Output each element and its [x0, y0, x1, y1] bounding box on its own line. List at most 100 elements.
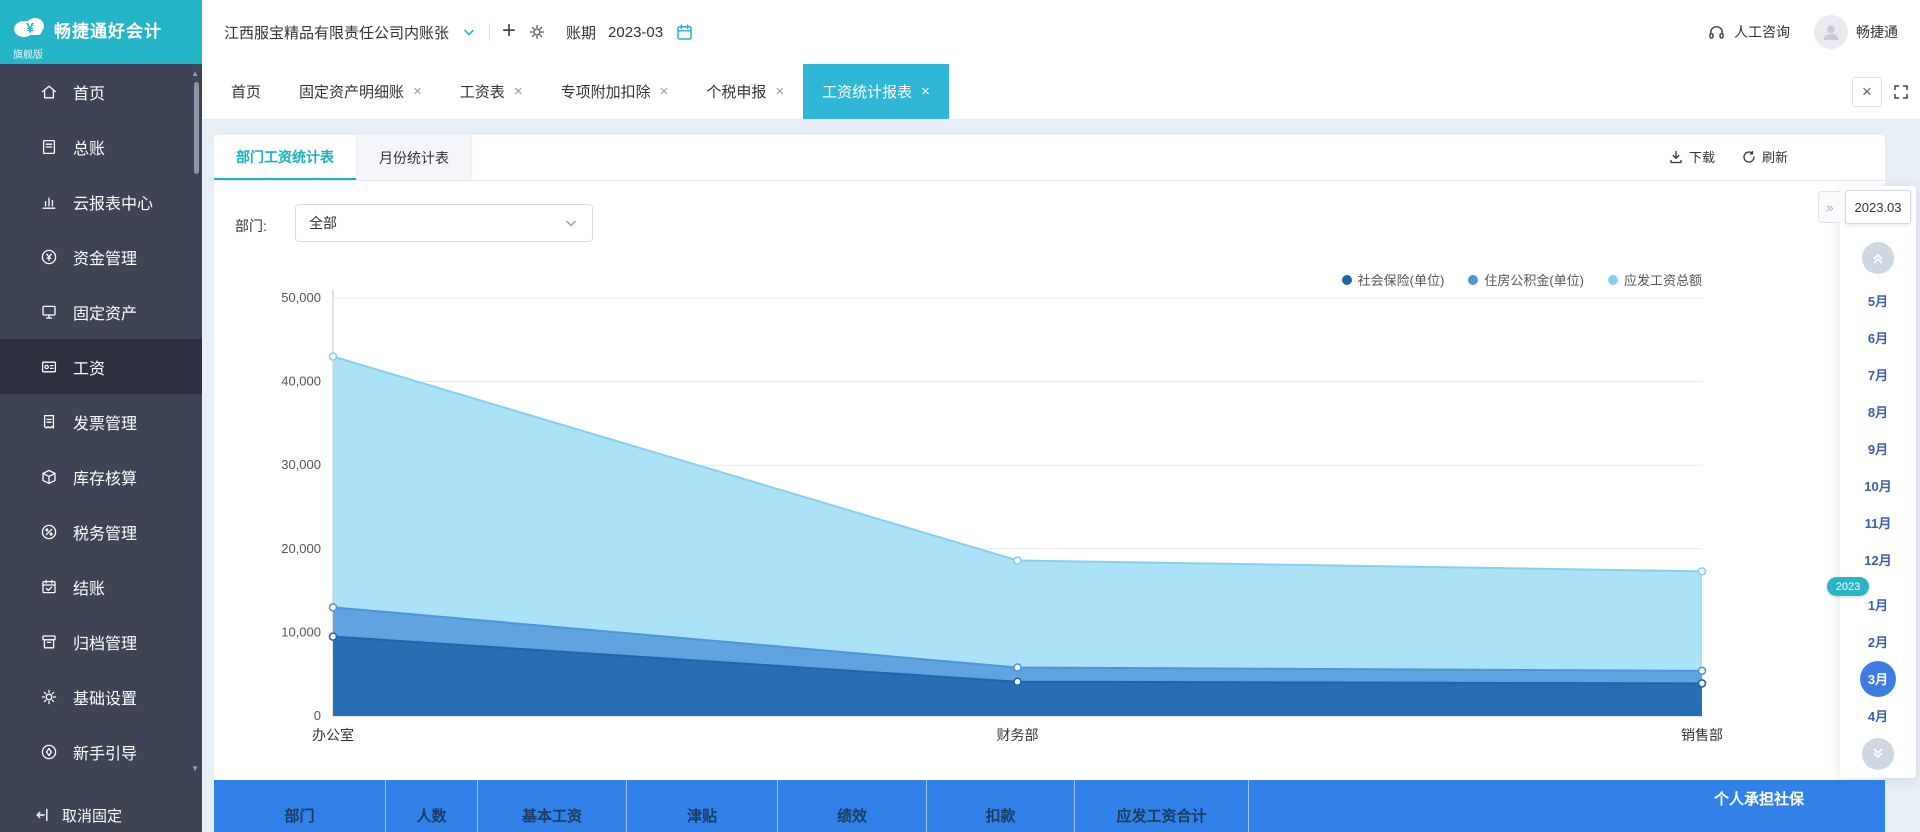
sidebar-scrollbar-thumb[interactable]: [194, 82, 199, 174]
sidebar-item-archive[interactable]: 归档管理: [0, 614, 202, 669]
sidebar-item-inventory[interactable]: 库存核算: [0, 449, 202, 504]
sidebar-item-tax[interactable]: 税务管理: [0, 504, 202, 559]
month-3月[interactable]: 3月: [1840, 660, 1916, 697]
close-all-tabs-button[interactable]: ×: [1852, 77, 1882, 107]
months-scroll-up-button[interactable]: [1862, 242, 1894, 274]
month-5月[interactable]: 5月: [1840, 282, 1916, 319]
months-scroll-down-button[interactable]: [1862, 738, 1894, 770]
user-name[interactable]: 畅捷通: [1856, 24, 1898, 40]
current-period[interactable]: 2023.03: [1845, 190, 1911, 224]
month-8月[interactable]: 8月: [1840, 393, 1916, 430]
tab-home[interactable]: 首页: [212, 64, 280, 119]
tab-salary-report[interactable]: 工资统计报表 ×: [803, 64, 949, 119]
department-select-value: 全部: [309, 215, 337, 231]
calendar-icon[interactable]: [675, 23, 694, 42]
column-header-1: 人数: [386, 780, 478, 832]
sidebar-item-label: 资金管理: [73, 250, 138, 268]
tab-salary-sheet[interactable]: 工资表 ×: [441, 64, 542, 119]
closing-icon: [40, 578, 58, 596]
help-link[interactable]: 人工咨询: [1734, 24, 1790, 40]
subtab-label: 月份统计表: [379, 149, 449, 166]
month-label: 11月: [1864, 516, 1892, 531]
sidebar-item-closing[interactable]: 结账: [0, 559, 202, 614]
month-label: 3月: [1860, 660, 1896, 697]
sidebar-item-salary[interactable]: 工资: [0, 339, 202, 394]
month-label: 5月: [1867, 294, 1889, 309]
fullscreen-icon[interactable]: [1892, 83, 1910, 101]
month-2月[interactable]: 2月: [1840, 623, 1916, 660]
sidebar-item-settings[interactable]: 基础设置: [0, 669, 202, 724]
tab-fixed-asset-detail[interactable]: 固定资产明细账 ×: [280, 64, 441, 119]
sidebar-item-fixed-asset[interactable]: 固定资产: [0, 284, 202, 339]
legend-item[interactable]: 住房公积金(单位): [1468, 270, 1584, 289]
settings-icon: [40, 688, 58, 706]
headset-icon[interactable]: [1707, 23, 1726, 42]
sidebar-scroll-down-icon[interactable]: ▼: [191, 764, 199, 773]
tab-label: 专项附加扣除: [560, 84, 651, 101]
month-label: 10月: [1864, 479, 1892, 494]
tab-bar-controls: ×: [1852, 77, 1910, 107]
refresh-button[interactable]: 刷新: [1741, 147, 1788, 166]
tab-close-icon[interactable]: ×: [513, 83, 523, 100]
subtab-department-salary[interactable]: 部门工资统计表: [214, 135, 356, 180]
sidebar-item-home[interactable]: 首页: [0, 64, 202, 119]
salary-icon: [40, 358, 58, 376]
period-value[interactable]: 2023-03: [608, 23, 664, 41]
sidebar-item-cloud-report[interactable]: 云报表中心: [0, 174, 202, 229]
funds-icon: [40, 248, 58, 266]
column-header-0: 部门: [214, 780, 386, 832]
tab-label: 工资统计报表: [822, 84, 913, 101]
sidebar-item-label: 税务管理: [73, 525, 138, 543]
month-label: 7月: [1867, 368, 1889, 383]
sidebar-item-label: 新手引导: [73, 745, 138, 763]
tab-label: 首页: [231, 84, 262, 101]
month-12月[interactable]: 12月: [1840, 541, 1916, 578]
tab-close-icon[interactable]: ×: [659, 83, 669, 100]
sidebar-item-label: 首页: [73, 85, 106, 103]
month-6月[interactable]: 6月: [1840, 319, 1916, 356]
panel-collapse-handle[interactable]: »: [1818, 191, 1841, 223]
refresh-label: 刷新: [1761, 150, 1788, 165]
column-header-6: 应发工资合计: [1075, 780, 1249, 832]
month-11月[interactable]: 11月: [1840, 504, 1916, 541]
sidebar-unpin-button[interactable]: 取消固定: [0, 794, 202, 832]
tab-close-icon[interactable]: ×: [775, 83, 785, 100]
tab-special-deduction[interactable]: 专项附加扣除 ×: [542, 64, 688, 119]
tab-label: 工资表: [459, 84, 505, 101]
month-10月[interactable]: 10月: [1840, 467, 1916, 504]
svg-text:20,000: 20,000: [281, 541, 321, 556]
tax-icon: [40, 523, 58, 541]
month-9月[interactable]: 9月: [1840, 430, 1916, 467]
sidebar-item-funds[interactable]: 资金管理: [0, 229, 202, 284]
month-7月[interactable]: 7月: [1840, 356, 1916, 393]
legend-dot-icon: [1341, 274, 1352, 285]
tab-close-icon[interactable]: ×: [413, 83, 422, 100]
gear-icon[interactable]: [528, 23, 546, 41]
month-1月[interactable]: 1月: [1840, 586, 1916, 623]
sidebar-item-ledger[interactable]: 总账: [0, 119, 202, 174]
guide-icon: [40, 743, 58, 761]
month-label: 4月: [1867, 709, 1889, 724]
sidebar-item-label: 发票管理: [73, 415, 138, 433]
tab-tax-return[interactable]: 个税申报 ×: [687, 64, 803, 119]
svg-text:0: 0: [314, 708, 321, 723]
app-title: 畅捷通好会计: [54, 22, 162, 41]
sidebar-scroll-up-icon[interactable]: ▲: [191, 69, 199, 78]
subtab-month-stats[interactable]: 月份统计表: [356, 135, 472, 180]
year-badge: 2023: [1827, 577, 1869, 596]
sidebar-item-guide[interactable]: 新手引导: [0, 724, 202, 779]
report-subtabs: 部门工资统计表 月份统计表: [214, 135, 1885, 181]
department-select[interactable]: 全部: [295, 204, 593, 242]
avatar[interactable]: [1814, 15, 1848, 49]
company-selector[interactable]: 江西服宝精品有限责任公司内账张: [224, 24, 450, 42]
sidebar-item-invoice[interactable]: 发票管理: [0, 394, 202, 449]
legend-item[interactable]: 应发工资总额: [1607, 270, 1702, 289]
month-4月[interactable]: 4月: [1840, 697, 1916, 734]
download-button[interactable]: 下载: [1668, 147, 1715, 166]
add-account-button[interactable]: +: [502, 16, 517, 44]
chart-legend: 社会保险(单位) 住房公积金(单位) 应发工资总额: [1341, 270, 1702, 289]
subtab-label: 部门工资统计表: [236, 148, 334, 165]
legend-item[interactable]: 社会保险(单位): [1341, 270, 1444, 289]
tab-close-icon[interactable]: ×: [921, 83, 930, 100]
chevron-down-icon[interactable]: [461, 24, 477, 40]
